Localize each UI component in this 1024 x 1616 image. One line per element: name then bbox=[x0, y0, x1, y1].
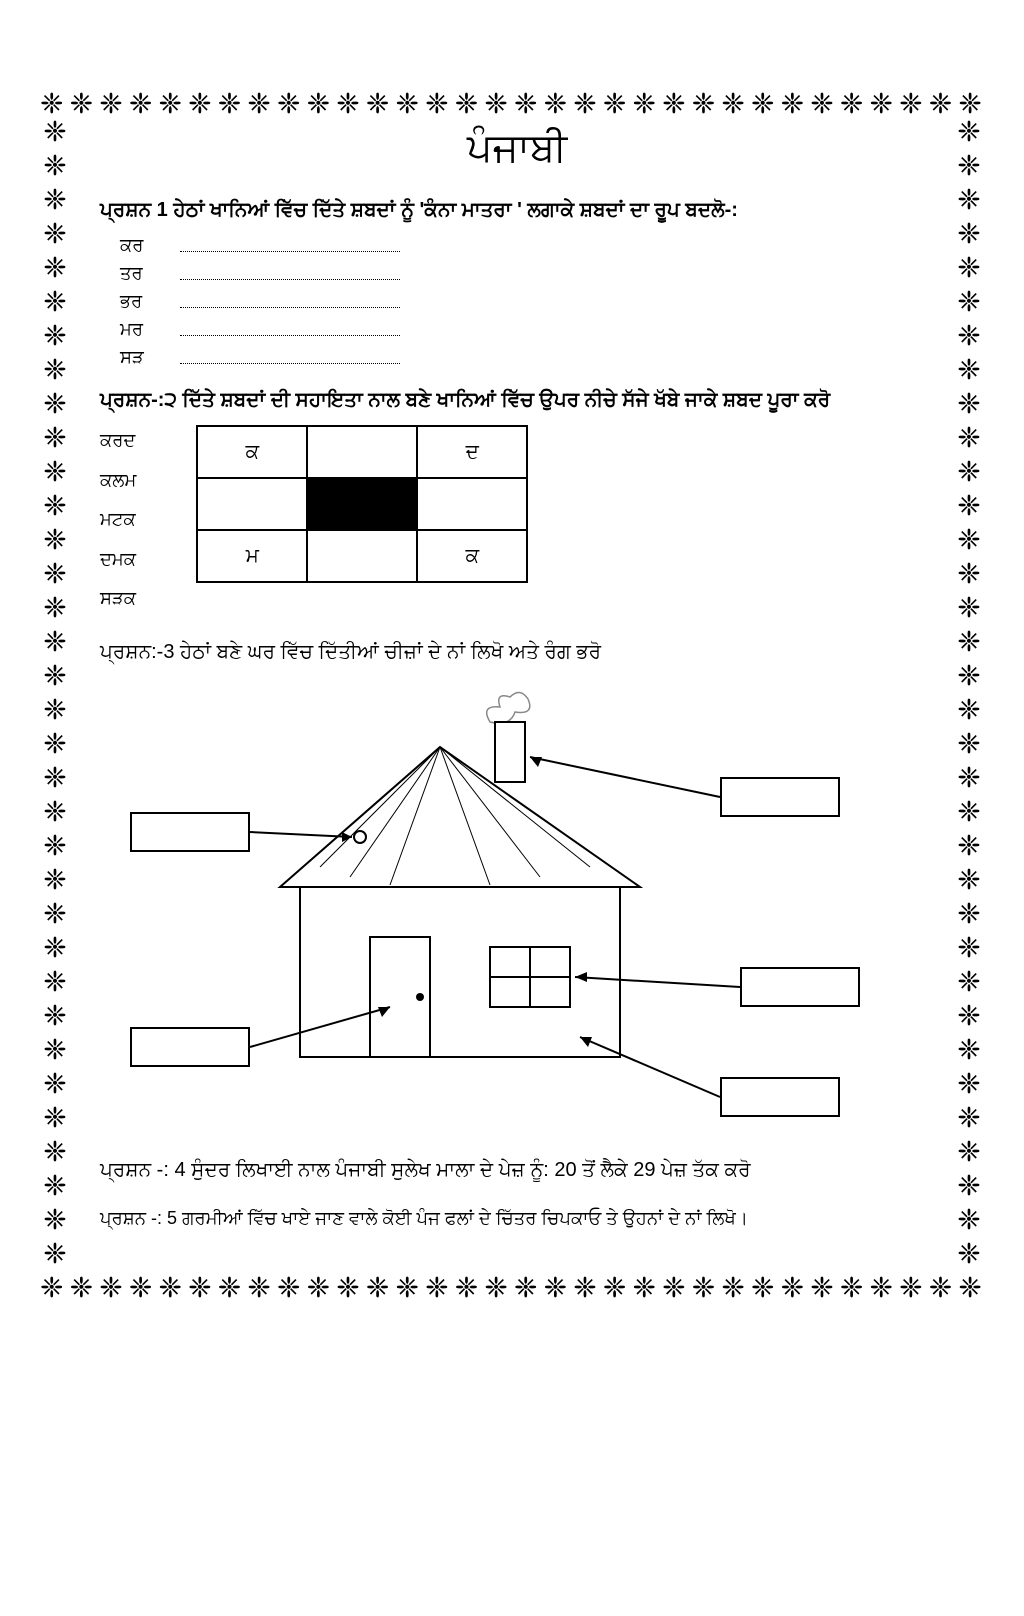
q4-prompt: ਪ੍ਰਸ਼ਨ -: 4 ਸੁੰਦਰ ਲਿਖਾਈ ਨਾਲ ਪੰਜਾਬੀ ਸੁਲੇਖ… bbox=[100, 1155, 934, 1185]
q1-row: ਮਰ bbox=[120, 315, 934, 343]
q2-word: ਕਲਮ bbox=[100, 461, 136, 501]
blank-line[interactable] bbox=[180, 350, 400, 364]
q1-row: ਕਰ bbox=[120, 231, 934, 259]
q2-wrap: ਕਰਦ ਕਲਮ ਮਟਕ ਦਮਕ ਸੜਕ ਕ ਦ bbox=[100, 421, 934, 619]
border-top: ❈❈❈❈❈❈❈❈❈❈❈❈❈❈❈❈❈❈❈❈❈❈❈❈❈❈❈❈❈❈❈❈ bbox=[40, 90, 984, 118]
q3-prompt: ਪ੍ਰਸ਼ਨ:-3 ਹੇਠਾਂ ਬਣੇ ਘਰ ਵਿੱਚ ਦਿੱਤੀਆਂ ਚੀਜ਼… bbox=[100, 637, 934, 667]
q2-prompt: ਪ੍ਰਸ਼ਨ-:੨ ਦਿੱਤੇ ਸ਼ਬਦਾਂ ਦੀ ਸਹਾਇਤਾ ਨਾਲ ਬਣੇ… bbox=[100, 385, 934, 415]
q1-list: ਕਰ ਤਰ ਭਰ ਮਰ ਸੜ bbox=[120, 231, 934, 371]
border-left: ❈❈❈❈❈❈❈❈❈❈❈❈❈❈❈❈❈❈❈❈❈❈❈❈❈❈❈❈❈❈❈❈❈❈ bbox=[40, 118, 70, 1274]
blank-line[interactable] bbox=[180, 294, 400, 308]
table-row bbox=[197, 478, 527, 530]
q1-word: ਭਰ bbox=[120, 291, 180, 312]
label-box[interactable] bbox=[130, 812, 250, 852]
label-box[interactable] bbox=[720, 1077, 840, 1117]
grid-cell[interactable] bbox=[307, 426, 417, 478]
content-wrap: ❈❈❈❈❈❈❈❈❈❈❈❈❈❈❈❈❈❈❈❈❈❈❈❈❈❈❈❈❈❈❈❈❈❈ ਪੰਜਾਬ… bbox=[40, 118, 984, 1274]
q2-grid: ਕ ਦ ਮ ਕ bbox=[196, 425, 528, 583]
q1-prompt: ਪ੍ਰਸ਼ਨ 1 ਹੇਠਾਂ ਖਾਨਿਆਂ ਵਿੱਚ ਦਿੱਤੇ ਸ਼ਬਦਾਂ … bbox=[100, 195, 934, 225]
q1-word: ਮਰ bbox=[120, 319, 180, 340]
label-box[interactable] bbox=[130, 1027, 250, 1067]
q5-prompt: ਪ੍ਰਸ਼ਨ -: 5 ਗਰਮੀਆਂ ਵਿੱਚ ਖਾਏ ਜਾਣ ਵਾਲੇ ਕੋਈ… bbox=[100, 1205, 934, 1232]
house-svg bbox=[100, 677, 920, 1137]
blank-line[interactable] bbox=[180, 322, 400, 336]
blank-line[interactable] bbox=[180, 238, 400, 252]
q2-word-list: ਕਰਦ ਕਲਮ ਮਟਕ ਦਮਕ ਸੜਕ bbox=[100, 421, 136, 619]
worksheet-page: ❈❈❈❈❈❈❈❈❈❈❈❈❈❈❈❈❈❈❈❈❈❈❈❈❈❈❈❈❈❈❈❈ ❈❈❈❈❈❈❈… bbox=[0, 0, 1024, 1342]
label-box[interactable] bbox=[720, 777, 840, 817]
grid-cell[interactable] bbox=[197, 478, 307, 530]
grid-cell[interactable] bbox=[417, 478, 527, 530]
house-diagram bbox=[100, 677, 920, 1137]
q1-word: ਕਰ bbox=[120, 235, 180, 256]
q2-word: ਦਮਕ bbox=[100, 540, 136, 580]
q2-word: ਸੜਕ bbox=[100, 579, 136, 619]
label-box[interactable] bbox=[740, 967, 860, 1007]
q2-word: ਕਰਦ bbox=[100, 421, 136, 461]
q1-word: ਤਰ bbox=[120, 263, 180, 284]
border-right: ❈❈❈❈❈❈❈❈❈❈❈❈❈❈❈❈❈❈❈❈❈❈❈❈❈❈❈❈❈❈❈❈❈❈ bbox=[954, 118, 984, 1274]
q1-row: ਭਰ bbox=[120, 287, 934, 315]
page-title: ਪੰਜਾਬੀ bbox=[100, 126, 934, 171]
q1-row: ਤਰ bbox=[120, 259, 934, 287]
grid-cell[interactable]: ਦ bbox=[417, 426, 527, 478]
grid-cell[interactable] bbox=[307, 530, 417, 582]
q2-word: ਮਟਕ bbox=[100, 500, 136, 540]
grid-cell-black bbox=[307, 478, 417, 530]
q1-row: ਸੜ bbox=[120, 343, 934, 371]
table-row: ਮ ਕ bbox=[197, 530, 527, 582]
grid-cell[interactable]: ਕ bbox=[197, 426, 307, 478]
grid-cell[interactable]: ਕ bbox=[417, 530, 527, 582]
q1-word: ਸੜ bbox=[120, 347, 180, 368]
table-row: ਕ ਦ bbox=[197, 426, 527, 478]
border-bottom: ❈❈❈❈❈❈❈❈❈❈❈❈❈❈❈❈❈❈❈❈❈❈❈❈❈❈❈❈❈❈❈❈ bbox=[40, 1274, 984, 1302]
main-content: ਪੰਜਾਬੀ ਪ੍ਰਸ਼ਨ 1 ਹੇਠਾਂ ਖਾਨਿਆਂ ਵਿੱਚ ਦਿੱਤੇ … bbox=[70, 118, 954, 1274]
grid-cell[interactable]: ਮ bbox=[197, 530, 307, 582]
blank-line[interactable] bbox=[180, 266, 400, 280]
